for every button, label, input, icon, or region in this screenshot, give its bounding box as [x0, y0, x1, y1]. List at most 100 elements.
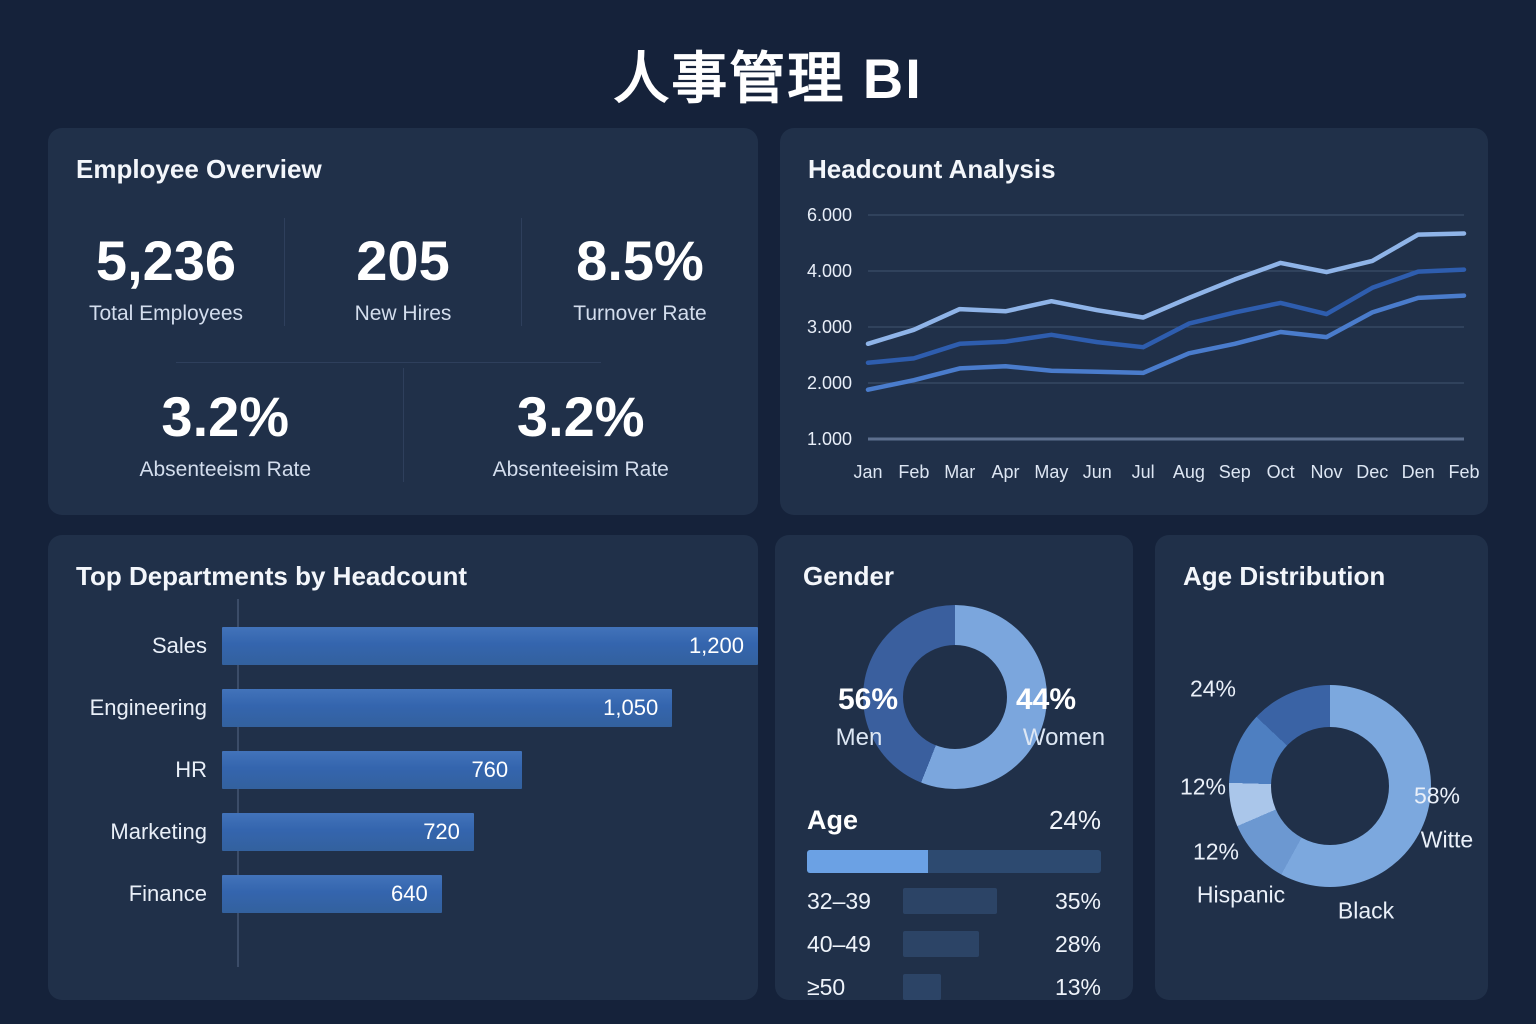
stat-absenteeisim-rate-label: Absenteeisim Rate: [492, 457, 669, 481]
headcount-analysis-card: Headcount Analysis 6.000 4.000 3.000 2.000 1…: [780, 128, 1488, 515]
x-axis-month-label: Apr: [992, 462, 1020, 482]
age-distribution-callout: 24%: [1189, 675, 1237, 702]
age-row-bar-zone: [903, 931, 1039, 957]
overview-stats-row-top: 5,236 Total Employees 205 New Hires 8.5%…: [48, 218, 758, 326]
dept-row-engineering: Engineering 1,050: [48, 689, 758, 727]
age-distribution-callout: 12%: [1179, 773, 1227, 800]
age-breakdown-header: Age 24%: [807, 805, 1101, 836]
stat-total-employees-value: 5,236: [95, 229, 237, 292]
stat-absenteeism-rate: 3.2% Absenteeism Rate: [48, 368, 403, 482]
stat-new-hires-label: New Hires: [354, 301, 452, 325]
x-axis-month-label: Nov: [1310, 462, 1342, 482]
dept-label: Engineering: [89, 695, 207, 720]
age-distribution-callout: 58%: [1413, 782, 1461, 809]
employee-overview-title: Employee Overview: [76, 154, 322, 184]
age-progress-track: [807, 850, 1101, 873]
age-breakdown-panel: Age 24% 32–39 35% 40–49 28% ≥50 13%: [807, 805, 1101, 1002]
age-row-label: 32–39: [807, 887, 871, 914]
age-row-bar: [903, 974, 942, 1000]
x-axis-month-label: Dec: [1356, 462, 1388, 482]
stat-turnover-rate: 8.5% Turnover Rate: [521, 218, 758, 326]
gender-card: Gender 56% Men 44% Women Age 24% 32–39 35…: [775, 535, 1133, 1000]
dept-bar: 760: [222, 751, 523, 789]
age-distribution-title: Age Distribution: [1183, 561, 1386, 591]
employee-overview-card: Employee Overview 5,236 Total Employees …: [48, 128, 758, 515]
dept-label: Marketing: [110, 819, 207, 844]
age-breakdown-rows: 32–39 35% 40–49 28% ≥50 13%: [807, 886, 1101, 1002]
age-row-bar: [903, 888, 997, 914]
line-light-blue: [865, 231, 1467, 347]
dept-bar-track: 760: [222, 751, 758, 789]
y-axis-tick-label: 1.000: [807, 429, 852, 449]
departments-bar-chart: Sales 1,200 Engineering 1,050 HR 760 Marketing…: [48, 599, 758, 967]
age-breakdown-title: Age: [807, 805, 859, 835]
age-progress-fill: [807, 850, 928, 873]
overview-horizontal-divider: [176, 362, 601, 363]
stat-turnover-rate-value: 8.5%: [576, 229, 704, 292]
dept-bar-track: 720: [222, 813, 758, 851]
x-axis-month-label: Den: [1402, 462, 1435, 482]
age-row: ≥50 13%: [807, 972, 1101, 1002]
dept-bar-value: 720: [423, 819, 460, 844]
stat-absenteeisim-rate: 3.2% Absenteeisim Rate: [402, 368, 759, 482]
gender-title: Gender: [803, 561, 895, 591]
stat-new-hires-value: 205: [356, 229, 450, 292]
gender-men-callout: 56%: [838, 683, 898, 717]
age-distribution-card: Age Distribution 24% 12% 12% Hispanic Black 5…: [1155, 535, 1488, 1000]
dept-bar: 640: [222, 875, 442, 913]
dept-row-sales: Sales 1,200: [48, 627, 758, 665]
y-axis-tick-label: 3.000: [807, 317, 852, 337]
dept-label: Finance: [128, 881, 207, 906]
gender-donut-chart: [863, 605, 1047, 789]
dept-bar-track: 1,200: [222, 627, 758, 665]
y-axis-tick-label: 6.000: [807, 205, 852, 225]
headcount-analysis-title: Headcount Analysis: [808, 154, 1056, 184]
stat-turnover-rate-label: Turnover Rate: [573, 301, 707, 325]
dept-bar-value: 640: [391, 881, 428, 906]
age-row-pct: 28%: [1054, 930, 1101, 957]
age-row-bar-zone: [903, 888, 1039, 914]
stat-absenteeisim-rate-value: 3.2%: [516, 385, 645, 448]
age-distribution-donut-chart: [1229, 685, 1431, 887]
dept-bar-track: 640: [222, 875, 758, 913]
dept-bar-value: 760: [471, 757, 509, 782]
y-axis-tick-label: 4.000: [807, 261, 852, 281]
dept-label: Sales: [151, 633, 207, 658]
age-row: 32–39 35%: [807, 886, 1101, 916]
dept-row-marketing: Marketing 720: [48, 813, 758, 851]
age-distribution-callout: Black: [1337, 897, 1395, 924]
line-medium-blue: [865, 293, 1467, 392]
dept-label: HR: [175, 757, 207, 782]
age-distribution-callout: Hispanic: [1196, 881, 1286, 908]
dept-bar-track: 1,050: [222, 689, 758, 727]
age-row-label: 40–49: [807, 930, 871, 957]
dept-bar: 1,200: [222, 627, 758, 665]
age-row-pct: 35%: [1054, 887, 1101, 914]
x-axis-month-label: Jan: [853, 462, 882, 482]
x-axis-month-label: May: [1034, 462, 1068, 482]
age-breakdown-header-value: 24%: [1048, 805, 1101, 835]
stat-total-employees: 5,236 Total Employees: [48, 218, 284, 326]
page-title: 人事管理 BI: [613, 47, 923, 110]
stat-absenteeism-rate-label: Absenteeism Rate: [139, 457, 312, 481]
top-departments-card: Top Departments by Headcount Sales 1,200 E…: [48, 535, 758, 1000]
age-row-pct: 13%: [1054, 973, 1101, 1000]
dept-row-hr: HR 760: [48, 751, 758, 789]
age-row-label: ≥50: [807, 973, 846, 1000]
stat-new-hires: 205 New Hires: [284, 218, 521, 326]
gender-women-pct: 44%: [1015, 683, 1077, 716]
dept-bar-value: 1,200: [688, 633, 744, 658]
x-axis-month-label: Jun: [1083, 462, 1112, 482]
line-dark-royal: [865, 267, 1467, 366]
top-departments-title: Top Departments by Headcount: [76, 561, 468, 591]
x-axis-month-label: Sep: [1219, 462, 1251, 482]
stat-total-employees-label: Total Employees: [88, 301, 244, 325]
overview-stats-row-bottom: 3.2% Absenteeism Rate 3.2% Absenteeisim …: [48, 368, 758, 482]
dept-bar: 1,050: [222, 689, 673, 727]
stat-absenteeism-rate-value: 3.2%: [161, 385, 290, 448]
age-row: 40–49 28%: [807, 929, 1101, 959]
age-distribution-callout: 12%: [1192, 838, 1240, 865]
y-axis-tick-label: 2.000: [807, 373, 852, 393]
